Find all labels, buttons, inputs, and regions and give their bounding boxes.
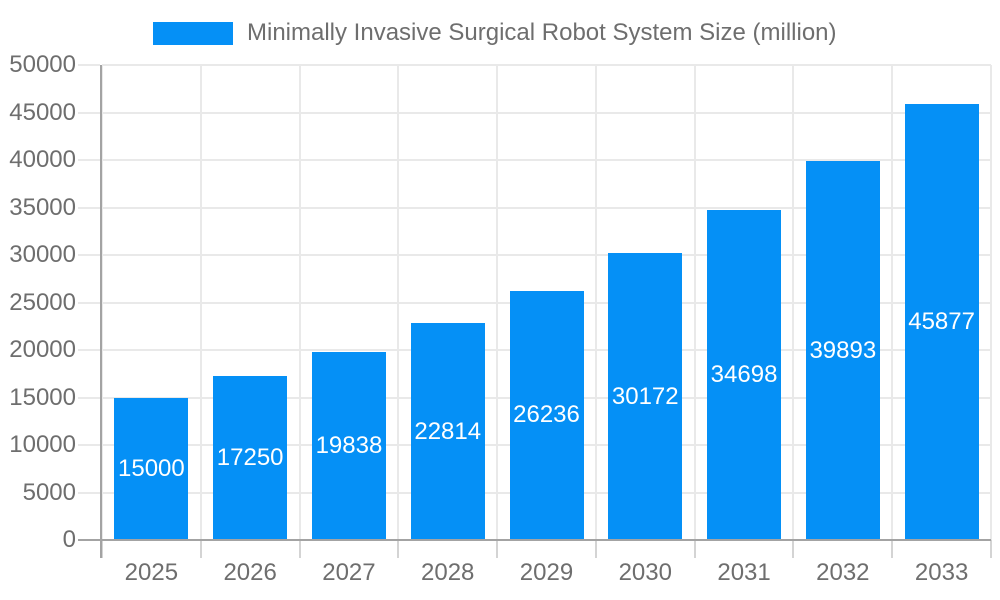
bar-value-label: 39893 xyxy=(809,336,877,364)
bar xyxy=(707,210,782,540)
bar xyxy=(114,397,189,540)
x-tick xyxy=(101,540,103,558)
y-axis-label: 5000 xyxy=(22,478,76,506)
y-tick xyxy=(78,349,100,351)
x-gridline xyxy=(496,65,499,540)
legend[interactable]: Minimally Invasive Surgical Robot System… xyxy=(153,18,837,48)
legend-label: Minimally Invasive Surgical Robot System… xyxy=(247,19,837,46)
y-tick xyxy=(78,491,100,494)
x-gridline xyxy=(594,65,597,540)
x-tick xyxy=(199,540,202,558)
bar-value-label: 17250 xyxy=(216,444,284,472)
x-gridline xyxy=(990,65,992,540)
x-axis-label: 2031 xyxy=(717,559,771,586)
x-axis-line xyxy=(78,539,991,541)
x-gridline xyxy=(891,65,894,540)
y-tick xyxy=(78,444,100,446)
y-gridline xyxy=(102,206,991,209)
x-gridline xyxy=(101,65,103,540)
y-axis-label: 0 xyxy=(62,526,76,553)
x-tick xyxy=(298,540,301,558)
x-tick xyxy=(397,540,400,558)
x-gridline xyxy=(397,65,400,540)
y-tick xyxy=(78,111,100,114)
x-axis-label: 2030 xyxy=(618,559,672,586)
y-tick xyxy=(78,254,100,256)
x-gridline xyxy=(199,65,202,540)
y-axis-label: 35000 xyxy=(9,193,76,221)
bar xyxy=(311,351,386,540)
y-axis-label: 10000 xyxy=(9,431,76,458)
bar-value-label: 15000 xyxy=(118,454,185,482)
y-axis-label: 15000 xyxy=(9,383,76,411)
y-axis-label: 45000 xyxy=(9,98,76,126)
bar-value-label: 26236 xyxy=(513,401,580,429)
y-tick xyxy=(78,206,100,209)
y-axis-label: 50000 xyxy=(9,51,76,78)
y-gridline xyxy=(102,254,991,256)
y-axis-line xyxy=(100,65,102,558)
x-axis-label: 2026 xyxy=(223,559,277,586)
y-tick xyxy=(78,396,100,399)
x-tick xyxy=(693,540,696,558)
y-gridline xyxy=(102,64,991,66)
bar xyxy=(213,376,288,540)
legend-swatch xyxy=(153,21,233,45)
x-gridline xyxy=(792,65,795,540)
x-gridline xyxy=(693,65,696,540)
x-axis-label: 2032 xyxy=(816,559,870,586)
y-gridline xyxy=(102,111,991,114)
x-axis-label: 2025 xyxy=(124,559,179,586)
x-gridline xyxy=(298,65,301,540)
y-tick xyxy=(78,64,100,66)
x-tick xyxy=(990,540,992,558)
y-axis-label: 40000 xyxy=(9,146,76,173)
y-axis-label: 30000 xyxy=(9,241,76,268)
x-axis-label: 2033 xyxy=(914,559,969,586)
bar-value-label: 30172 xyxy=(611,382,679,410)
x-tick xyxy=(594,540,597,558)
x-tick xyxy=(891,540,894,558)
bar-value-label: 34698 xyxy=(710,361,778,389)
y-gridline xyxy=(102,159,991,161)
bar-value-label: 45877 xyxy=(908,308,975,336)
x-tick xyxy=(496,540,499,558)
x-axis-label: 2028 xyxy=(421,559,475,586)
y-tick xyxy=(78,301,100,304)
x-axis-label: 2027 xyxy=(322,559,376,586)
bar-value-label: 19838 xyxy=(315,431,383,459)
bar xyxy=(509,290,584,540)
y-tick xyxy=(78,159,100,161)
bar-value-label: 22814 xyxy=(414,417,482,445)
bar xyxy=(608,253,683,540)
x-axis-label: 2029 xyxy=(519,559,574,586)
x-tick xyxy=(792,540,795,558)
bar xyxy=(410,323,485,540)
y-axis-label: 20000 xyxy=(9,336,76,363)
bar xyxy=(805,161,880,540)
y-axis-label: 25000 xyxy=(9,288,76,316)
bar xyxy=(904,104,979,540)
